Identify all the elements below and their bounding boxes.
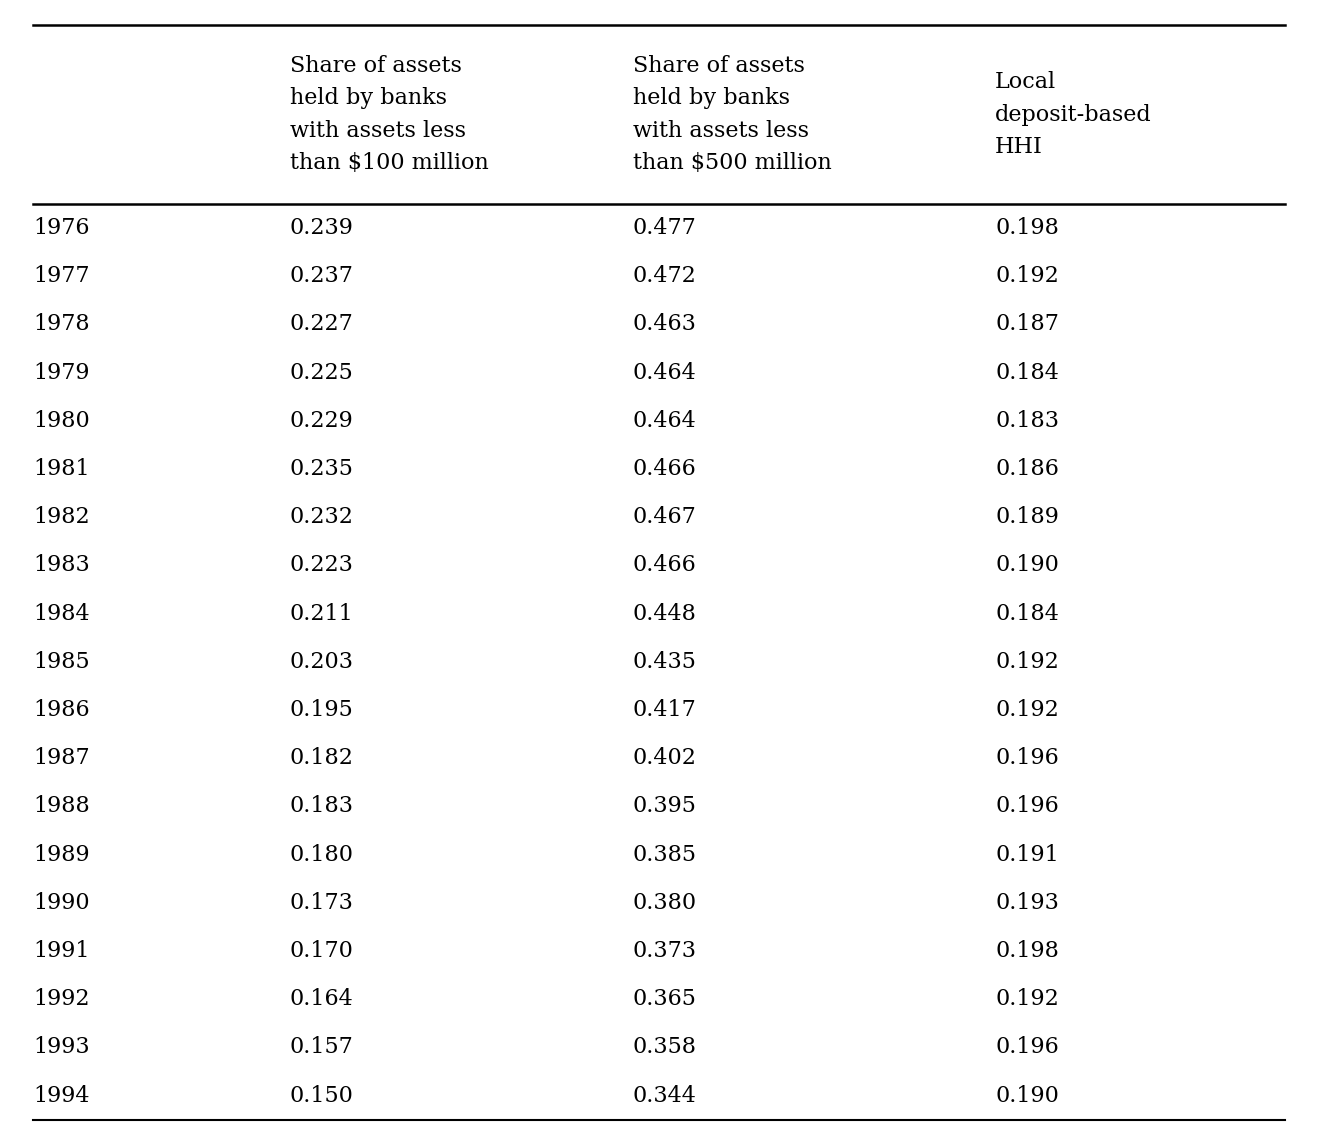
Text: 1985: 1985 [33,650,90,673]
Text: 0.239: 0.239 [290,216,353,239]
Text: 0.395: 0.395 [633,796,696,818]
Text: 0.373: 0.373 [633,940,697,962]
Text: 1988: 1988 [33,796,90,818]
Text: 0.184: 0.184 [995,362,1058,384]
Text: 0.472: 0.472 [633,266,696,287]
Text: 0.358: 0.358 [633,1036,697,1058]
Text: 0.232: 0.232 [290,506,353,528]
Text: 0.192: 0.192 [995,988,1058,1010]
Text: 1978: 1978 [33,314,90,335]
Text: 0.184: 0.184 [995,602,1058,625]
Text: Share of assets
held by banks
with assets less
than $500 million: Share of assets held by banks with asset… [633,55,832,174]
Text: 1982: 1982 [33,506,90,528]
Text: 0.157: 0.157 [290,1036,353,1058]
Text: 0.435: 0.435 [633,650,696,673]
Text: 1986: 1986 [33,698,90,721]
Text: 0.190: 0.190 [995,554,1058,576]
Text: 0.229: 0.229 [290,410,353,432]
Text: 1992: 1992 [33,988,90,1010]
Text: 1991: 1991 [33,940,90,962]
Text: 0.463: 0.463 [633,314,696,335]
Text: 0.150: 0.150 [290,1084,353,1107]
Text: 0.467: 0.467 [633,506,696,528]
Text: 0.466: 0.466 [633,458,696,480]
Text: 0.192: 0.192 [995,266,1058,287]
Text: Share of assets
held by banks
with assets less
than $100 million: Share of assets held by banks with asset… [290,55,489,174]
Text: 1993: 1993 [33,1036,90,1058]
Text: 0.186: 0.186 [995,458,1058,480]
Text: 0.448: 0.448 [633,602,696,625]
Text: 0.466: 0.466 [633,554,696,576]
Text: 1994: 1994 [33,1084,90,1107]
Text: 0.164: 0.164 [290,988,353,1010]
Text: 0.173: 0.173 [290,892,353,914]
Text: 0.464: 0.464 [633,362,696,384]
Text: 0.237: 0.237 [290,266,353,287]
Text: 0.344: 0.344 [633,1084,696,1107]
Text: 0.211: 0.211 [290,602,353,625]
Text: 1983: 1983 [33,554,90,576]
Text: 0.196: 0.196 [995,748,1058,769]
Text: 0.385: 0.385 [633,844,697,866]
Text: 0.189: 0.189 [995,506,1058,528]
Text: 1977: 1977 [33,266,90,287]
Text: 0.402: 0.402 [633,748,696,769]
Text: 0.192: 0.192 [995,698,1058,721]
Text: 0.464: 0.464 [633,410,696,432]
Text: 1984: 1984 [33,602,90,625]
Text: 1976: 1976 [33,216,90,239]
Text: 0.195: 0.195 [290,698,353,721]
Text: 0.182: 0.182 [290,748,353,769]
Text: 0.170: 0.170 [290,940,353,962]
Text: 0.203: 0.203 [290,650,355,673]
Text: 0.193: 0.193 [995,892,1058,914]
Text: Local
deposit-based
HHI: Local deposit-based HHI [995,71,1152,158]
Text: 0.380: 0.380 [633,892,697,914]
Text: 0.191: 0.191 [995,844,1058,866]
Text: 0.192: 0.192 [995,650,1058,673]
Text: 0.187: 0.187 [995,314,1058,335]
Text: 1981: 1981 [33,458,90,480]
Text: 1987: 1987 [33,748,90,769]
Text: 0.180: 0.180 [290,844,355,866]
Text: 0.196: 0.196 [995,1036,1058,1058]
Text: 0.196: 0.196 [995,796,1058,818]
Text: 0.477: 0.477 [633,216,696,239]
Text: 0.198: 0.198 [995,216,1058,239]
Text: 0.417: 0.417 [633,698,696,721]
Text: 0.225: 0.225 [290,362,353,384]
Text: 1980: 1980 [33,410,90,432]
Text: 0.183: 0.183 [290,796,355,818]
Text: 0.227: 0.227 [290,314,353,335]
Text: 0.183: 0.183 [995,410,1060,432]
Text: 0.365: 0.365 [633,988,696,1010]
Text: 1990: 1990 [33,892,90,914]
Text: 1989: 1989 [33,844,90,866]
Text: 1979: 1979 [33,362,90,384]
Text: 0.235: 0.235 [290,458,353,480]
Text: 0.198: 0.198 [995,940,1058,962]
Text: 0.223: 0.223 [290,554,353,576]
Text: 0.190: 0.190 [995,1084,1058,1107]
